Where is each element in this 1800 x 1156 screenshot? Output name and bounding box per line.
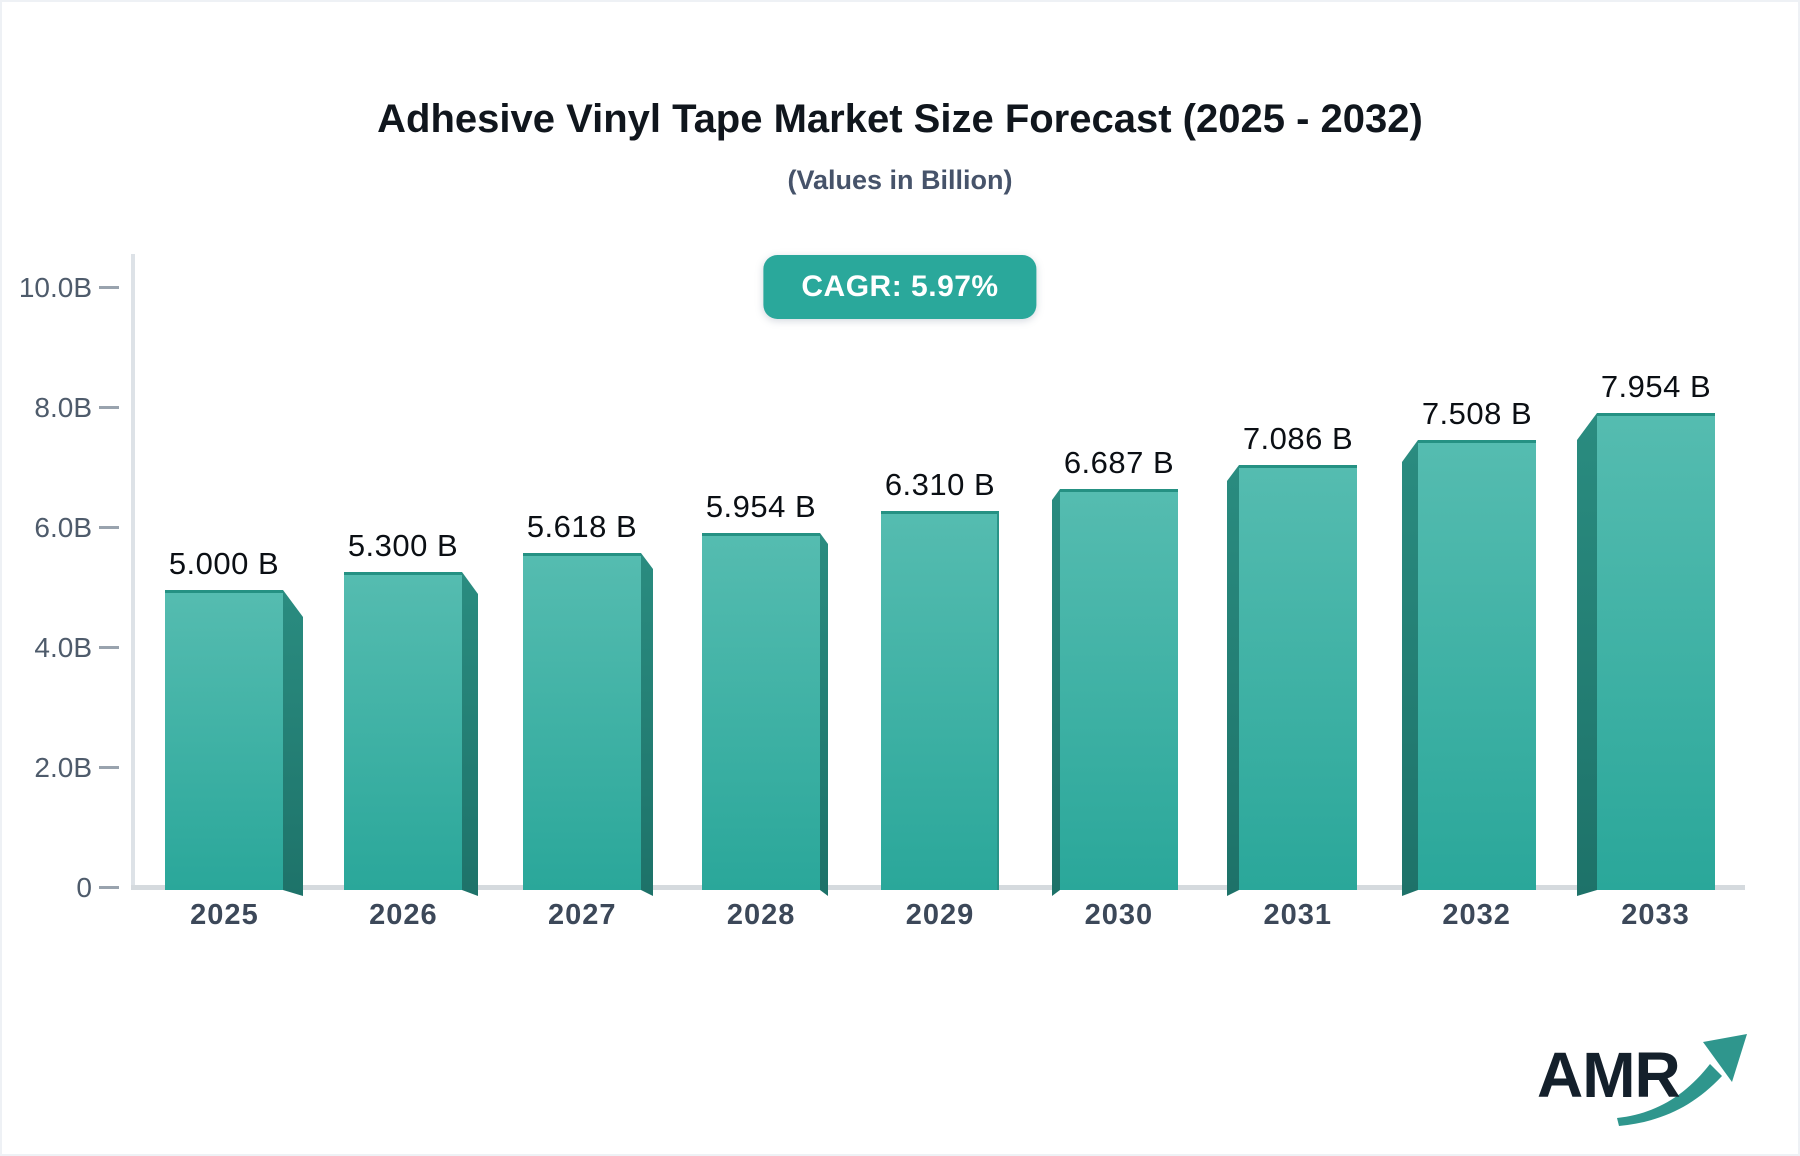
growth-arrow-icon [1617, 1034, 1747, 1126]
y-tick-mark [99, 406, 119, 409]
bar-value-label-2030: 6.687 B [1063, 445, 1175, 480]
bar-3d-side-2025 [283, 590, 303, 896]
bar-face-2031 [1239, 465, 1357, 890]
bar-value-label-2025: 5.000 B [168, 546, 280, 581]
y-tick-mark [99, 646, 119, 649]
bar-face-2026 [344, 572, 462, 890]
amr-logo: AMR [1537, 1032, 1752, 1137]
y-tick-mark [99, 766, 119, 769]
bar-face-2032 [1418, 440, 1536, 890]
bar-3d-side-2032 [1402, 440, 1418, 896]
y-tick-mark [99, 526, 119, 529]
chart-subtitle: (Values in Billion) [787, 165, 1013, 195]
y-tick-mark [99, 286, 119, 289]
bar-3d-side-2033 [1577, 413, 1597, 896]
bar-value-label-2026: 5.300 B [347, 528, 459, 563]
bar-3d-side-2027 [641, 553, 653, 896]
bar-3d-side-2026 [462, 572, 478, 896]
bar-face-2027 [523, 553, 641, 890]
y-tick-mark [99, 886, 119, 889]
y-tick-label: 8.0B [34, 392, 92, 423]
y-tick-label: 6.0B [34, 512, 92, 543]
cagr-badge: CAGR: 5.97% [763, 255, 1037, 319]
bar-face-2033 [1597, 413, 1715, 890]
x-tick-label-2028: 2028 [726, 899, 796, 931]
bar-value-label-2033: 7.954 B [1600, 369, 1712, 404]
y-tick-label: 0 [76, 872, 92, 903]
x-tick-label-2032: 2032 [1442, 899, 1511, 931]
y-tick-label: 4.0B [34, 632, 92, 663]
x-tick-label-2031: 2031 [1263, 899, 1333, 931]
y-tick-label: 2.0B [34, 752, 92, 783]
bar-face-2029 [881, 511, 999, 890]
y-axis-line [131, 254, 135, 890]
bar-value-label-2029: 6.310 B [884, 467, 996, 502]
bar-value-label-2028: 5.954 B [705, 489, 817, 524]
bar-value-label-2031: 7.086 B [1242, 421, 1354, 456]
x-tick-label-2025: 2025 [190, 899, 259, 931]
bar-face-2025 [165, 590, 283, 890]
bar-face-2030 [1060, 489, 1178, 890]
logo-text: AMR [1537, 1039, 1681, 1111]
bar-3d-side-2030 [1052, 489, 1060, 896]
x-tick-label-2030: 2030 [1084, 899, 1154, 931]
x-tick-label-2026: 2026 [369, 899, 438, 931]
y-tick-label: 10.0B [18, 272, 92, 303]
bar-3d-side-2031 [1227, 465, 1239, 896]
bar-3d-side-2028 [820, 533, 828, 896]
bar-value-label-2027: 5.618 B [526, 509, 638, 544]
x-tick-label-2033: 2033 [1621, 899, 1690, 931]
bar-value-label-2032: 7.508 B [1421, 396, 1533, 431]
x-tick-label-2027: 2027 [547, 899, 617, 931]
bar-face-2028 [702, 533, 820, 890]
x-tick-label-2029: 2029 [905, 899, 975, 931]
chart-title: Adhesive Vinyl Tape Market Size Forecast… [377, 97, 1423, 141]
